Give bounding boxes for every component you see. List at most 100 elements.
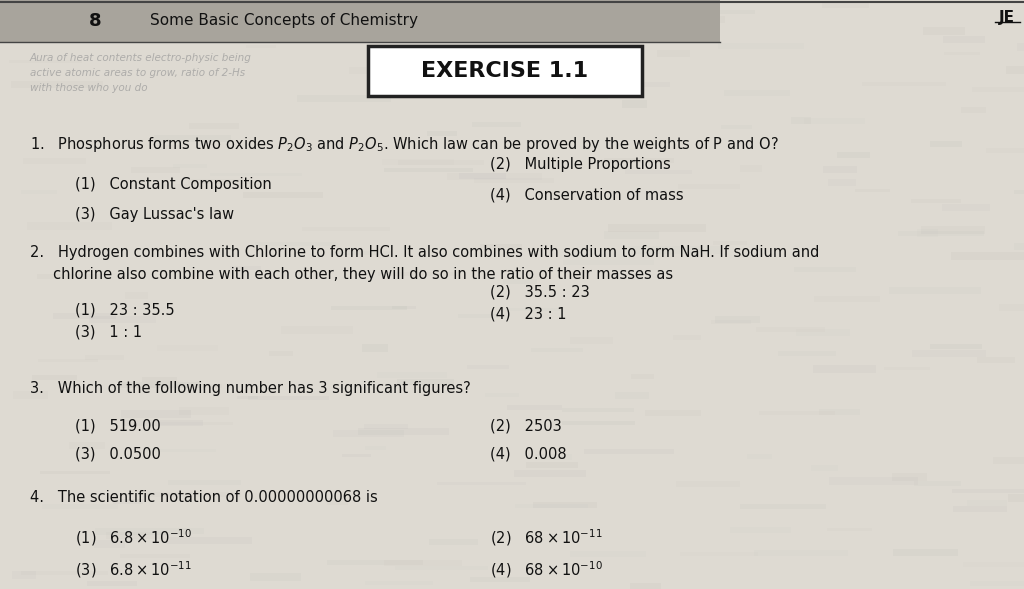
Text: (2)   2503: (2) 2503 [490, 419, 562, 434]
Bar [604, 231, 659, 239]
Bar [674, 335, 700, 340]
Bar [384, 168, 473, 173]
Bar [183, 385, 222, 388]
Bar [715, 316, 760, 323]
Bar [884, 367, 930, 370]
Bar [657, 49, 690, 57]
Bar [160, 34, 249, 40]
Bar [623, 101, 647, 108]
Bar [804, 118, 865, 124]
Bar [993, 456, 1024, 464]
Bar [1017, 44, 1024, 51]
Bar [822, 3, 868, 8]
Bar [724, 90, 791, 96]
Text: (2)   Multiple Proportions: (2) Multiple Proportions [490, 157, 671, 173]
Bar [429, 539, 478, 545]
Bar [168, 480, 242, 485]
Bar [912, 350, 986, 356]
Text: 1.   Phosphorus forms two oxides $P_2O_3$ and $P_2O_5$. Which law can be proved : 1. Phosphorus forms two oxides $P_2O_3$ … [30, 135, 779, 154]
Bar [608, 224, 706, 231]
Bar [474, 177, 554, 183]
Bar [570, 337, 612, 343]
Bar [1014, 190, 1024, 194]
Bar [480, 244, 522, 247]
Bar [855, 189, 890, 192]
Bar [718, 43, 804, 49]
Bar [32, 22, 117, 27]
Bar [837, 152, 870, 158]
Bar [331, 306, 408, 310]
Bar [739, 504, 826, 509]
Bar [570, 551, 646, 557]
Bar [818, 409, 860, 415]
Bar [105, 532, 166, 539]
Bar [413, 79, 435, 86]
Text: (1)   23 : 35.5: (1) 23 : 35.5 [75, 303, 175, 317]
Bar [796, 329, 850, 336]
Bar [922, 226, 985, 234]
Bar [862, 82, 945, 87]
Bar [42, 504, 118, 509]
Bar [531, 348, 584, 352]
Text: Some Basic Concepts of Chemistry: Some Basic Concepts of Chemistry [150, 14, 418, 28]
Bar [365, 446, 386, 450]
Bar [365, 581, 433, 585]
Text: (3)   $6.8 \times 10^{-11}$: (3) $6.8 \times 10^{-11}$ [75, 560, 191, 580]
Bar [778, 351, 837, 356]
Bar [333, 430, 404, 437]
Bar [914, 481, 962, 486]
Bar [87, 581, 137, 586]
Bar [573, 91, 607, 99]
Bar [377, 372, 447, 378]
Bar [279, 11, 372, 14]
Bar [535, 454, 572, 459]
Bar [505, 6, 562, 10]
Bar [563, 260, 653, 265]
Bar [970, 581, 1024, 585]
Text: with those who you do: with those who you do [30, 83, 147, 93]
Bar [985, 148, 1024, 153]
Bar [791, 117, 811, 124]
Bar [944, 52, 980, 55]
Bar [40, 471, 111, 474]
FancyBboxPatch shape [368, 46, 642, 96]
Bar [961, 107, 986, 114]
Text: (4)   $68 \times 10^{-10}$: (4) $68 \times 10^{-10}$ [490, 560, 603, 580]
Bar [103, 11, 131, 17]
Bar [721, 125, 752, 128]
Bar [95, 528, 187, 535]
Text: (4)   23 : 1: (4) 23 : 1 [490, 306, 566, 322]
Bar [332, 250, 392, 255]
Bar [427, 131, 457, 135]
Bar [631, 374, 654, 379]
Bar [470, 577, 529, 582]
Bar [604, 158, 675, 163]
Bar [425, 50, 524, 56]
Bar [795, 267, 856, 272]
Text: (1)   $6.8 \times 10^{-10}$: (1) $6.8 \times 10^{-10}$ [75, 528, 193, 548]
Bar [378, 273, 458, 276]
Bar [357, 428, 450, 435]
Bar [556, 83, 640, 87]
Bar [142, 492, 242, 497]
Bar [382, 160, 454, 164]
Bar [893, 549, 958, 555]
Bar [23, 158, 86, 164]
Text: chlorine also combine with each other, they will do so in the ratio of their mas: chlorine also combine with each other, t… [30, 266, 673, 282]
Text: 8: 8 [89, 12, 101, 30]
Bar [458, 314, 498, 318]
Bar [121, 382, 200, 388]
Bar [923, 27, 966, 35]
Bar [38, 359, 98, 362]
Bar [680, 552, 758, 556]
Bar [157, 345, 217, 352]
Bar [121, 411, 191, 418]
Bar [504, 279, 538, 284]
Text: 2.   Hydrogen combines with Chlorine to form HCl. It also combines with sodium t: 2. Hydrogen combines with Chlorine to fo… [30, 244, 819, 260]
Bar [759, 411, 835, 415]
Bar [711, 320, 751, 325]
Text: active atomic areas to grow, ratio of 2-Hs: active atomic areas to grow, ratio of 2-… [30, 68, 245, 78]
Text: (4)   0.008: (4) 0.008 [490, 446, 566, 462]
Bar [142, 378, 177, 382]
Bar [943, 36, 985, 43]
